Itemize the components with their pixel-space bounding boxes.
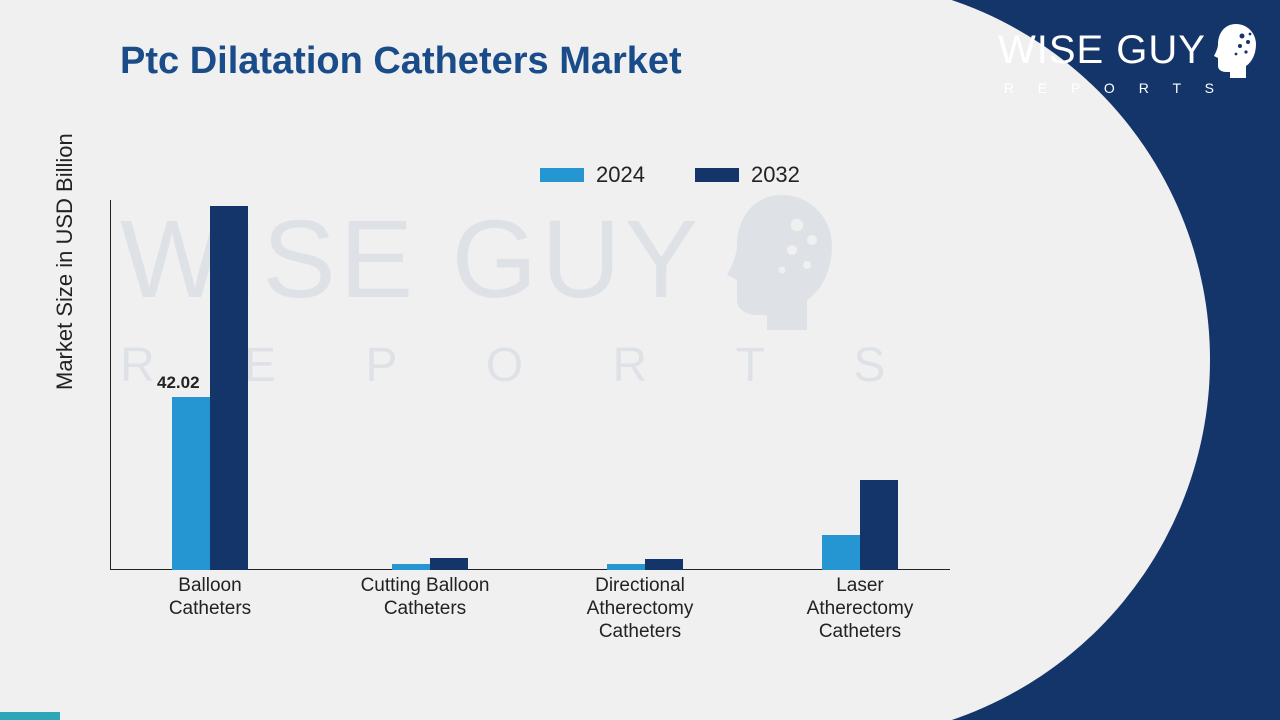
legend-item-2024: 2024 [540, 162, 645, 188]
brand-sub-text: R E P O R T S [978, 80, 1224, 96]
legend-item-2032: 2032 [695, 162, 800, 188]
bar-2024 [172, 397, 210, 570]
bar-group [815, 480, 905, 570]
bar-2032 [210, 206, 248, 570]
brand-logo-main: WISE GUY [978, 22, 1258, 78]
bar-2024 [822, 535, 860, 570]
x-axis-labels: Balloon Catheters Cutting Balloon Cathete… [110, 575, 950, 655]
bar-2024 [392, 564, 430, 570]
legend-label-2024: 2024 [596, 162, 645, 188]
bar-2032 [860, 480, 898, 570]
y-axis-label: Market Size in USD Billion [52, 133, 78, 390]
x-axis-category-label: Laser Atherectomy Catheters [790, 575, 930, 643]
brand-logo: WISE GUY R E P O R T S [978, 22, 1258, 96]
brand-main-text: WISE GUY [998, 30, 1206, 70]
bar-group [385, 558, 475, 570]
legend-label-2032: 2032 [751, 162, 800, 188]
bar-value-label: 42.02 [157, 373, 200, 393]
bar-2032 [645, 559, 683, 570]
bottom-teal-strip [0, 712, 60, 720]
x-axis-category-label: Balloon Catheters [140, 575, 280, 621]
chart-canvas: WISE GUY R E P O R T S WISE GUY [0, 0, 1280, 720]
legend: 2024 2032 [540, 162, 800, 188]
bar-group [600, 559, 690, 570]
chart-title: Ptc Dilatation Catheters Market [120, 40, 682, 83]
head-icon [1210, 22, 1258, 78]
bar-2024 [607, 564, 645, 570]
bar-2032 [430, 558, 468, 570]
plot-area: 42.02 [110, 200, 950, 570]
legend-swatch-2032 [695, 168, 739, 182]
y-axis-line [110, 200, 111, 570]
legend-swatch-2024 [540, 168, 584, 182]
right-brand-panel [945, 0, 1280, 720]
x-axis-category-label: Cutting Balloon Catheters [355, 575, 495, 621]
x-axis-category-label: Directional Atherectomy Catheters [570, 575, 710, 643]
